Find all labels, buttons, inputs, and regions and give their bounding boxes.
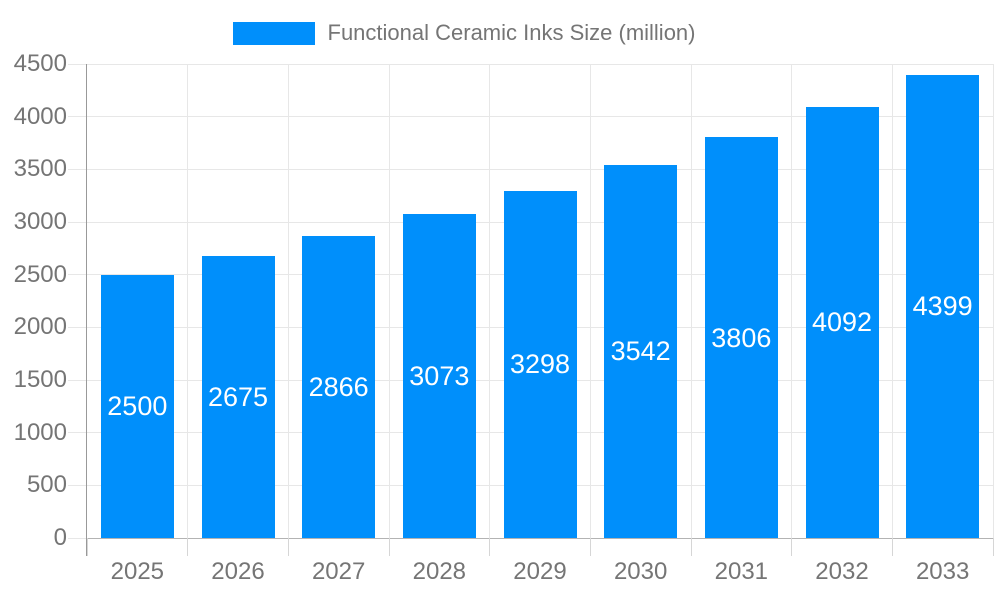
y-tick — [68, 63, 87, 65]
x-gridline — [992, 64, 994, 538]
x-gridline — [489, 64, 491, 538]
x-axis-label: 2026 — [211, 558, 265, 585]
y-tick — [68, 379, 87, 381]
x-gridline — [791, 64, 793, 538]
y-axis-label: 4000 — [13, 102, 67, 130]
x-axis-label: 2025 — [110, 558, 165, 585]
x-tick — [287, 538, 289, 556]
bar[interactable] — [100, 274, 174, 538]
bar-value-label: 3806 — [711, 322, 772, 353]
bar-value-label: 2866 — [308, 372, 369, 403]
y-axis-label: 0 — [53, 524, 67, 551]
legend-swatch — [232, 21, 315, 45]
y-axis-label: 1000 — [13, 418, 67, 446]
x-gridline — [690, 64, 692, 538]
bar[interactable] — [604, 164, 678, 538]
x-axis-label: 2031 — [714, 558, 769, 585]
y-tick — [68, 432, 87, 434]
y-axis-line — [86, 64, 87, 556]
x-tick — [589, 538, 591, 556]
y-tick — [68, 274, 87, 276]
x-axis-label: 2032 — [815, 558, 869, 585]
x-tick — [891, 538, 893, 556]
y-gridline — [87, 116, 993, 118]
bar[interactable] — [402, 214, 476, 538]
y-gridline — [87, 63, 993, 65]
bar[interactable] — [906, 74, 980, 538]
x-axis-label: 2029 — [513, 558, 567, 585]
bar[interactable] — [805, 106, 879, 538]
y-axis-label: 3000 — [13, 208, 67, 235]
bar[interactable] — [302, 236, 376, 538]
x-axis-label: 2033 — [915, 558, 970, 585]
x-gridline — [589, 64, 591, 538]
bar-value-label: 4399 — [912, 291, 973, 322]
bar-value-label: 3542 — [610, 336, 671, 367]
y-gridline — [87, 537, 993, 539]
bar[interactable] — [704, 137, 778, 538]
x-tick — [86, 538, 88, 556]
bar-value-label: 2675 — [207, 382, 269, 413]
y-axis-label: 2500 — [13, 260, 67, 288]
bar-value-label: 3298 — [509, 349, 571, 380]
bar-value-label: 4092 — [811, 307, 873, 338]
y-axis-label: 500 — [26, 471, 67, 499]
y-axis-label: 3500 — [13, 155, 67, 183]
x-tick — [489, 538, 491, 556]
y-tick — [68, 484, 87, 486]
y-tick — [68, 221, 87, 223]
x-axis-label: 2027 — [311, 558, 366, 585]
y-axis-label: 1500 — [13, 366, 67, 393]
x-axis-label: 2030 — [613, 558, 668, 585]
y-tick — [68, 326, 87, 328]
bar-value-label: 3073 — [409, 361, 470, 392]
bar-value-label: 2500 — [107, 391, 168, 422]
legend-label: Functional Ceramic Inks Size (million) — [327, 20, 696, 45]
y-gridline — [87, 168, 993, 170]
x-tick — [690, 538, 692, 556]
bar[interactable] — [201, 256, 275, 538]
x-tick — [187, 538, 189, 556]
x-tick — [388, 538, 390, 556]
x-tick — [992, 538, 994, 556]
x-gridline — [287, 64, 289, 538]
x-tick — [791, 538, 793, 556]
y-axis-label: 2000 — [13, 313, 67, 341]
y-axis-label: 4500 — [13, 50, 67, 77]
y-tick — [68, 116, 87, 118]
y-tick — [68, 168, 87, 170]
bar[interactable] — [503, 190, 577, 538]
x-gridline — [891, 64, 893, 538]
legend[interactable]: Functional Ceramic Inks Size (million) — [0, 20, 964, 46]
x-gridline — [187, 64, 189, 538]
y-tick — [68, 537, 87, 539]
x-gridline — [388, 64, 390, 538]
x-axis-label: 2028 — [412, 558, 467, 585]
